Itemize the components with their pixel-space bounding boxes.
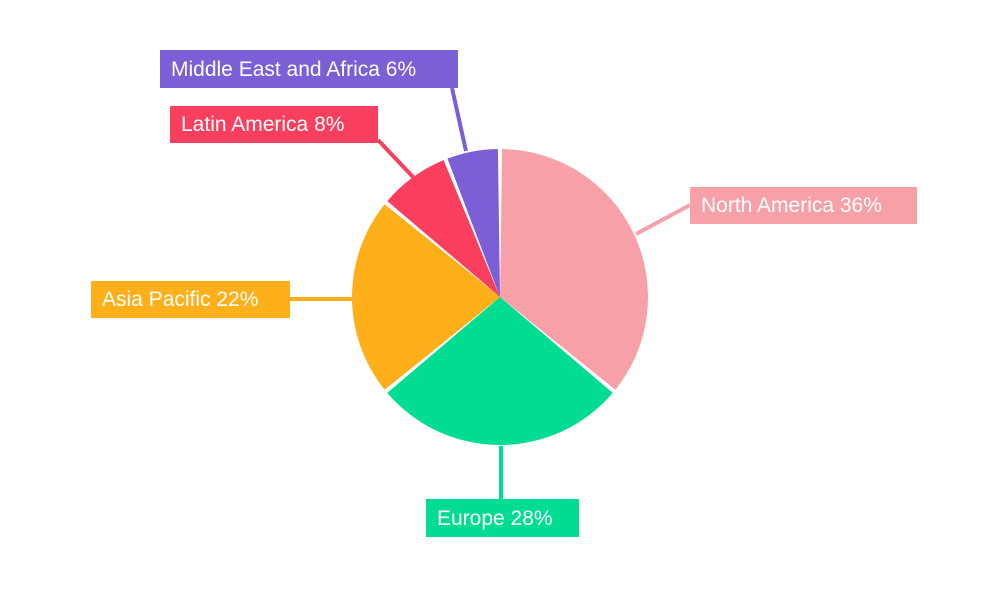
leader-line-latin-america <box>376 138 416 180</box>
pie-slices-group <box>351 149 649 446</box>
pie-slice-north-america[interactable] <box>500 149 649 390</box>
leader-line-north-america <box>635 203 691 236</box>
leader-line-middle-east-and-africa <box>450 87 468 152</box>
leader-lines-group <box>290 87 691 499</box>
slice-label-europe[interactable]: Europe 28% <box>426 499 579 537</box>
pie-slice-europe[interactable] <box>387 297 613 446</box>
slice-label-middle-east-and-africa[interactable]: Middle East and Africa 6% <box>160 50 458 88</box>
pie-slice-latin-america[interactable] <box>387 160 500 297</box>
pie-slice-asia-pacific[interactable] <box>351 204 500 390</box>
slice-label-latin-america[interactable]: Latin America 8% <box>170 106 378 143</box>
pie-slice-middle-east-and-africa[interactable] <box>447 149 500 297</box>
slice-label-asia-pacific[interactable]: Asia Pacific 22% <box>91 281 290 318</box>
slice-label-north-america[interactable]: North America 36% <box>690 187 917 224</box>
